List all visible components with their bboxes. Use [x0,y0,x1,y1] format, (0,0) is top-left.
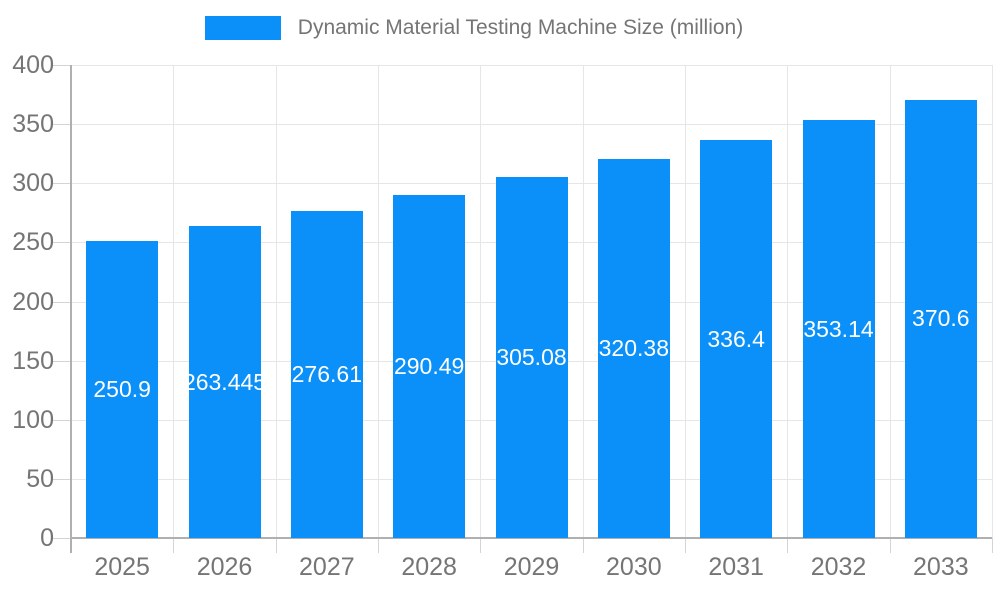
bar-value-label: 353.14 [803,315,874,342]
h-gridline [71,124,992,126]
v-gridline [173,65,175,538]
y-tick-mark [53,124,71,126]
y-tick-label: 300 [12,169,54,198]
x-tick-mark [685,538,686,553]
v-gridline [480,65,482,538]
y-tick-label: 250 [12,228,54,257]
x-tick-mark [275,538,277,553]
bar-2033[interactable]: 370.6 [904,99,977,538]
bar-value-label: 250.9 [93,376,151,403]
y-tick-label: 200 [12,287,54,316]
v-gridline [582,65,584,538]
x-tick-label: 2025 [94,553,150,581]
v-gridline [275,65,277,538]
bar-2030[interactable]: 320.38 [597,159,670,538]
y-tick-mark [53,360,71,362]
bar-2029[interactable]: 305.08 [495,177,568,538]
bar-value-label: 370.6 [912,305,970,332]
bar-2025[interactable]: 250.9 [86,241,159,538]
bar-value-label: 290.49 [393,352,465,379]
x-tick-mark [992,538,993,553]
x-tick-mark [787,538,789,553]
y-tick-label: 100 [12,405,54,434]
v-gridline [787,65,789,538]
x-tick-mark [378,538,379,553]
y-axis-line [70,65,72,553]
v-gridline [889,65,891,538]
v-gridline [685,65,686,538]
bar-value-label: 305.08 [496,344,567,371]
y-tick-mark [53,538,71,539]
bar-2028[interactable]: 290.49 [393,194,466,538]
bar-value-label: 336.4 [707,325,765,352]
x-tick-label: 2028 [401,553,457,581]
y-tick-mark [53,183,71,185]
x-tick-mark [582,538,584,553]
x-tick-label: 2030 [606,553,662,581]
y-tick-label: 50 [26,464,54,493]
x-tick-label: 2032 [810,553,867,581]
legend: Dynamic Material Testing Machine Size (m… [0,16,974,40]
x-tick-label: 2031 [708,553,764,581]
y-tick-label: 400 [12,51,54,79]
legend-swatch[interactable] [204,16,281,40]
x-tick-mark [173,538,175,553]
v-gridline [992,65,993,538]
x-tick-label: 2026 [196,553,253,581]
y-tick-mark [53,242,71,244]
y-tick-label: 150 [12,346,54,375]
bar-2031[interactable]: 336.4 [700,140,773,538]
bar-value-label: 320.38 [598,335,669,362]
y-tick-mark [53,65,71,66]
plot-area: 250.9 263.445 276.61 290.49 305.08 320.38 336.… [53,65,993,553]
x-tick-mark [480,538,482,553]
h-gridline [71,65,992,66]
v-gridline [378,65,379,538]
bar-2027[interactable]: 276.61 [290,210,363,538]
bar-value-label: 263.445 [188,368,261,395]
x-tick-mark [889,538,891,553]
bar-2032[interactable]: 353.14 [802,120,875,538]
x-axis-line [71,537,992,539]
y-tick-mark [53,419,71,421]
x-tick-label: 2027 [299,553,355,581]
y-tick-label: 0 [40,524,54,552]
bar-2026[interactable]: 263.445 [188,226,261,538]
legend-label[interactable]: Dynamic Material Testing Machine Size (m… [297,16,744,39]
bar-value-label: 276.61 [291,360,362,387]
y-tick-label: 350 [12,110,54,139]
y-tick-mark [53,301,71,303]
y-tick-mark [53,478,71,480]
x-tick-label: 2029 [503,553,560,581]
x-tick-label: 2033 [913,553,969,581]
